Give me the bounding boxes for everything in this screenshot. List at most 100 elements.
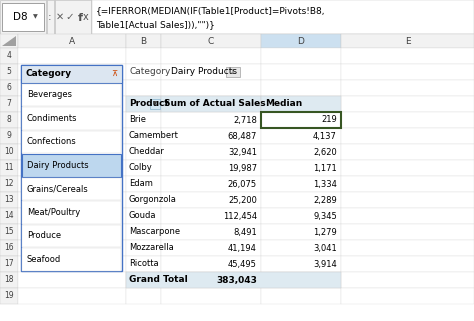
Text: Ricotta: Ricotta [129, 259, 159, 268]
Text: ⊼: ⊼ [111, 70, 117, 79]
Text: 219: 219 [321, 116, 337, 125]
Text: Beverages: Beverages [27, 90, 72, 99]
Bar [150, 99, 160, 109]
Bar [0, 192, 18, 208]
Text: 32,941: 32,941 [228, 148, 257, 157]
Bar [161, 256, 261, 272]
Text: 19: 19 [4, 291, 14, 300]
Bar [341, 272, 474, 288]
Bar [161, 176, 261, 192]
Bar [161, 224, 261, 240]
Text: ▼: ▼ [153, 101, 157, 107]
Bar [0, 288, 18, 304]
Bar [126, 176, 161, 192]
Bar [92, 0, 474, 34]
Bar [22, 201, 121, 223]
Text: 7: 7 [7, 100, 11, 108]
Bar [22, 83, 121, 106]
Bar [0, 34, 18, 48]
Text: C: C [208, 37, 214, 46]
Bar [341, 288, 474, 304]
Bar [341, 208, 474, 224]
Text: 26,075: 26,075 [228, 179, 257, 188]
Bar [18, 128, 126, 144]
Text: Seafood: Seafood [27, 255, 61, 264]
Bar [126, 272, 341, 288]
Bar [0, 0, 474, 34]
Bar [161, 34, 261, 48]
Bar [126, 64, 161, 80]
Bar [261, 64, 341, 80]
Bar [126, 192, 161, 208]
Bar [261, 160, 341, 176]
Text: ✕: ✕ [56, 12, 64, 22]
Bar [261, 112, 341, 128]
Text: Meat/Poultry: Meat/Poultry [27, 208, 80, 217]
Bar [22, 154, 121, 177]
Text: 1,334: 1,334 [313, 179, 337, 188]
Bar [261, 48, 341, 64]
Bar [0, 128, 18, 144]
Bar [161, 80, 261, 96]
Text: Condiments: Condiments [27, 114, 78, 123]
Bar [126, 128, 161, 144]
Bar [126, 48, 161, 64]
Text: 2,718: 2,718 [233, 116, 257, 125]
Bar [126, 96, 161, 112]
Text: :: : [48, 12, 52, 22]
Bar [261, 176, 341, 192]
Text: 2,620: 2,620 [313, 148, 337, 157]
Bar [22, 248, 121, 271]
Text: Colby: Colby [129, 163, 153, 172]
Text: 6: 6 [7, 83, 11, 92]
Text: 13: 13 [4, 195, 14, 204]
Bar [0, 48, 18, 64]
Bar [341, 160, 474, 176]
Bar [126, 224, 161, 240]
Text: 8: 8 [7, 116, 11, 125]
Text: {=IFERROR(MEDIAN(IF(Table1[Product]=Pivots!B8,: {=IFERROR(MEDIAN(IF(Table1[Product]=Pivo… [96, 6, 326, 15]
Bar [0, 240, 18, 256]
Bar [161, 144, 261, 160]
Bar [126, 272, 161, 288]
Bar [18, 176, 126, 192]
Bar [161, 64, 261, 80]
Bar [341, 96, 474, 112]
Text: 1,279: 1,279 [313, 228, 337, 237]
Bar [261, 34, 341, 48]
Text: ↓: ↓ [230, 69, 236, 75]
Bar [91, 0, 92, 34]
Text: 45,495: 45,495 [228, 259, 257, 268]
Bar [161, 96, 261, 112]
Text: 68,487: 68,487 [228, 132, 257, 141]
Bar [0, 96, 18, 112]
Bar [126, 144, 161, 160]
Bar [341, 176, 474, 192]
Bar [161, 128, 261, 144]
Text: Grand Total: Grand Total [129, 275, 188, 284]
Bar [18, 240, 126, 256]
Bar [18, 160, 126, 176]
Bar [126, 34, 161, 48]
Bar [261, 272, 341, 288]
Bar [341, 34, 474, 48]
Bar [0, 144, 18, 160]
Bar [21, 65, 122, 83]
Text: B: B [140, 37, 146, 46]
Bar [0, 208, 18, 224]
Bar [126, 96, 161, 112]
Text: A: A [69, 37, 75, 46]
Text: 16: 16 [4, 244, 14, 253]
Bar [161, 96, 261, 112]
Bar [226, 67, 240, 77]
Bar [18, 288, 126, 304]
Bar [261, 96, 341, 112]
Bar [161, 112, 261, 128]
Text: Product: Product [129, 100, 169, 108]
Text: Cheddar: Cheddar [129, 148, 165, 157]
Bar [161, 48, 261, 64]
Bar [18, 224, 126, 240]
Bar [341, 112, 474, 128]
Bar [261, 128, 341, 144]
Bar [18, 48, 126, 64]
